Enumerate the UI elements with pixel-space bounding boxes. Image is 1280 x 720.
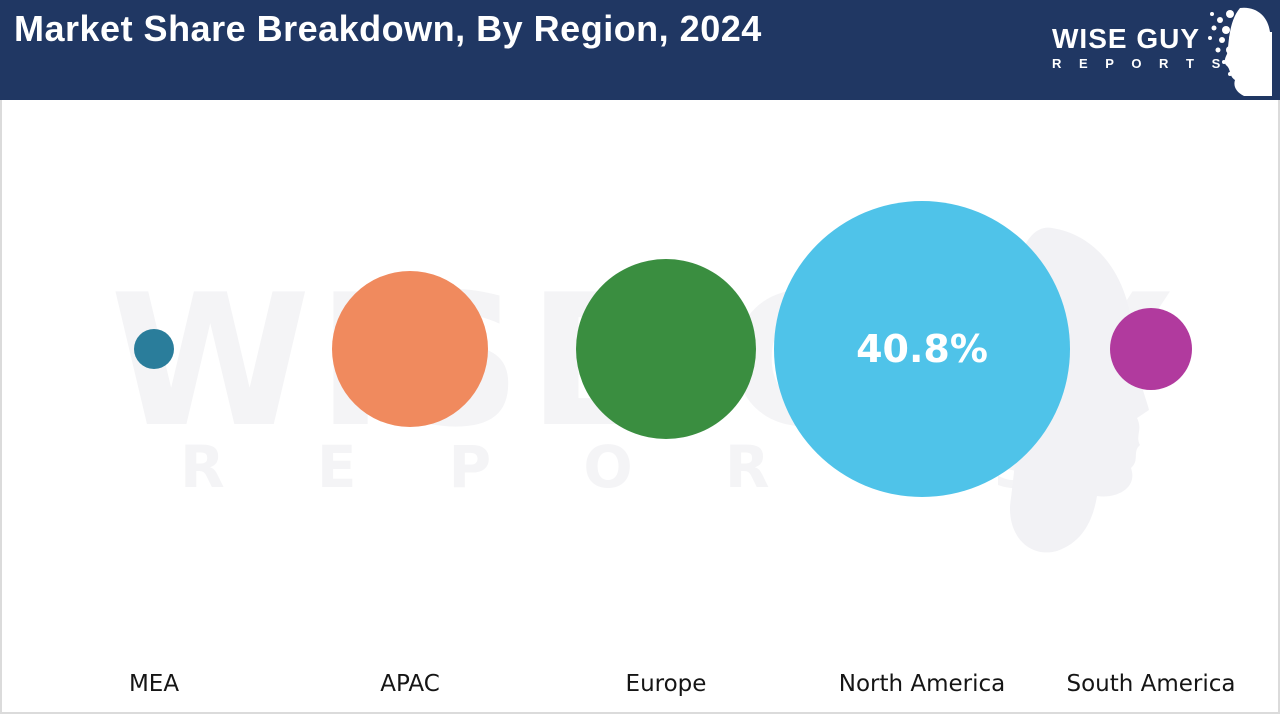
page-title: Market Share Breakdown, By Region, 2024 [14, 8, 762, 49]
bubble-europe[interactable] [576, 259, 756, 439]
logo-reports-label: R E P O R T S [1052, 56, 1228, 71]
bubble-mea[interactable] [134, 329, 174, 369]
bubble-value-label: 40.8% [856, 327, 988, 371]
logo-face-icon [1208, 7, 1272, 96]
bubble-apac[interactable] [332, 271, 488, 427]
region-label-mea: MEA [128, 671, 180, 697]
region-label-south-america: South America [1066, 671, 1236, 697]
bubble-south-america[interactable] [1110, 308, 1192, 390]
logo-text: WISE GUY R E P O R T S [1052, 24, 1227, 72]
bubble-chart: WISE GUY R E P O R T S MEAAPACEurope40.8… [0, 100, 1280, 714]
header: Market Share Breakdown, By Region, 2024 … [0, 0, 1280, 100]
region-label-europe: Europe [625, 671, 707, 697]
wise-guy-logo: WISE GUY R E P O R T S [1022, 6, 1272, 96]
region-label-apac: APAC [380, 671, 440, 697]
bubble-north-america[interactable]: 40.8% [774, 201, 1070, 497]
logo-wiseguy-label: WISE GUY [1052, 23, 1201, 54]
region-label-north-america: North America [838, 671, 1006, 697]
